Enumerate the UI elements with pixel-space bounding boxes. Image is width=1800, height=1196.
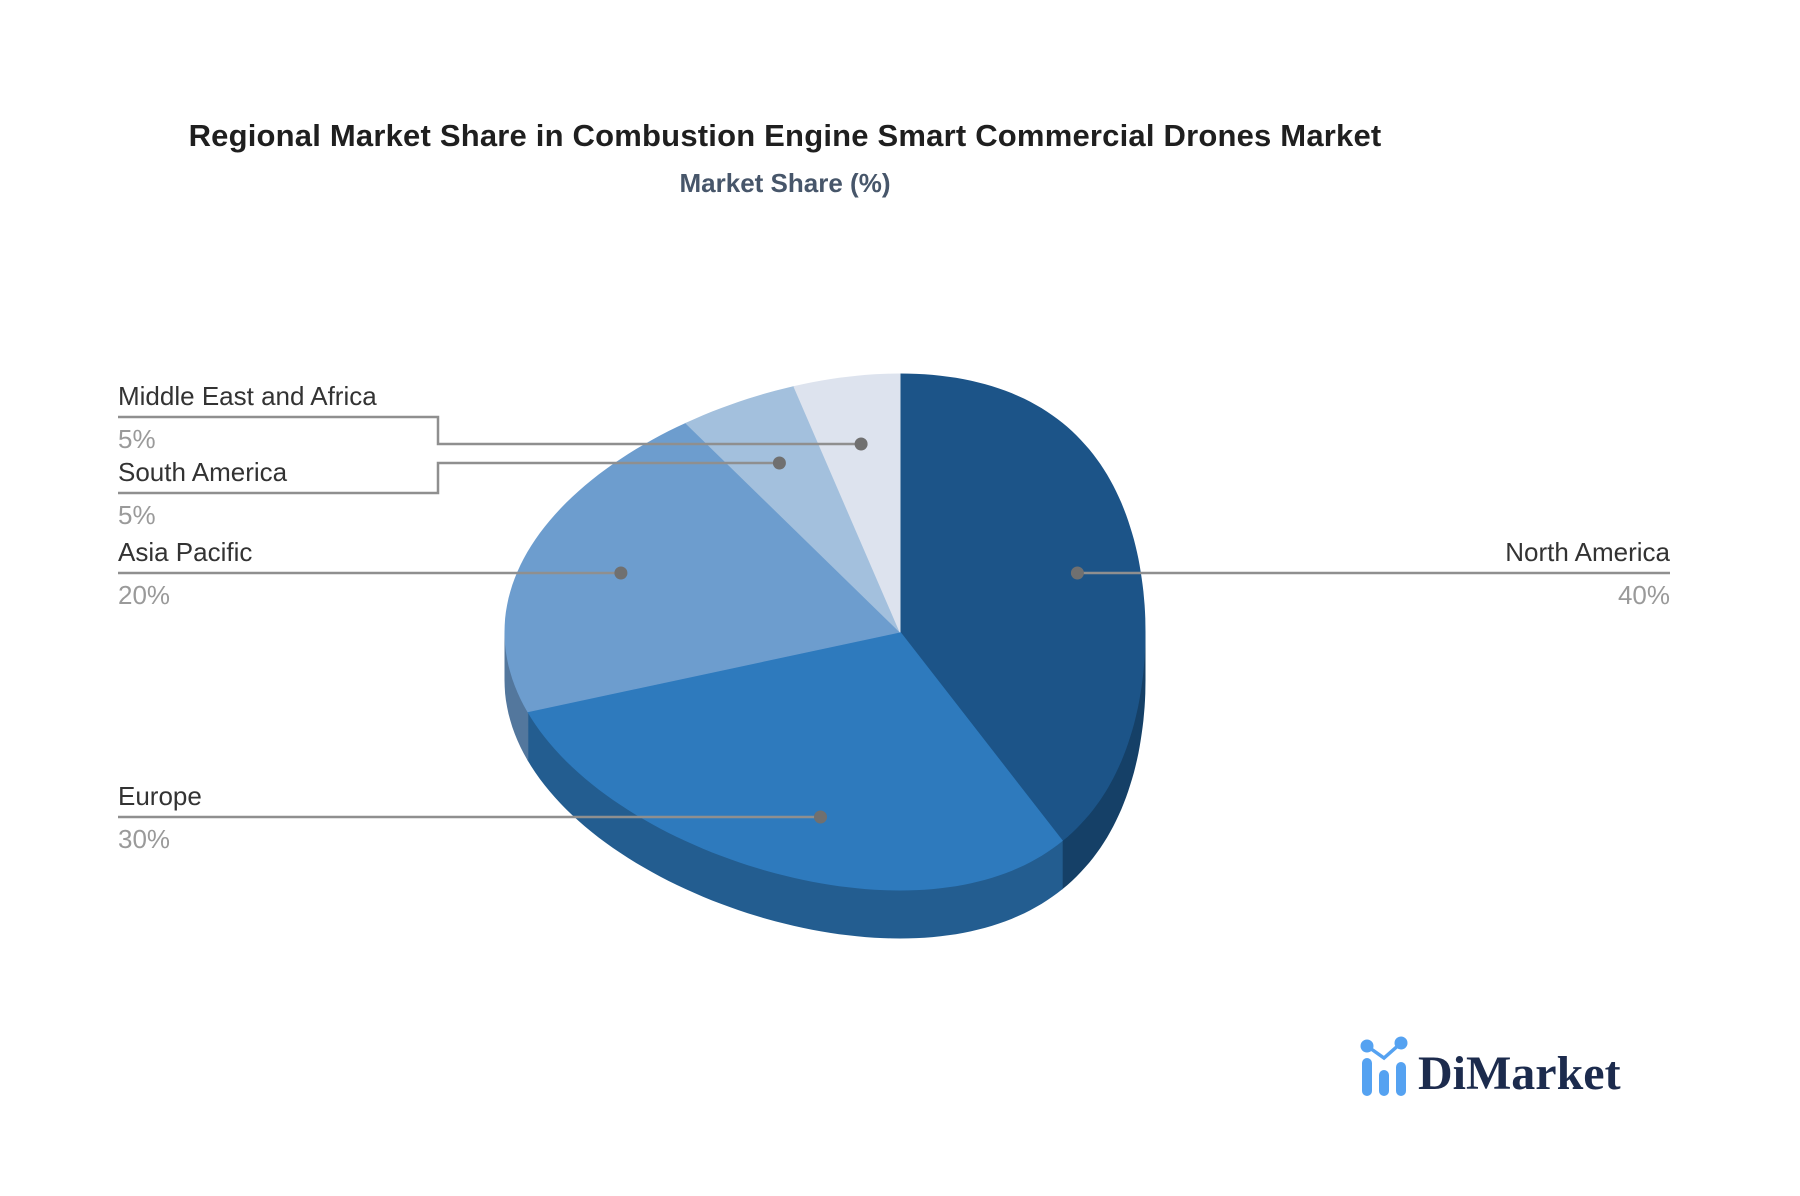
slice-label-north-america: North America — [1505, 537, 1670, 567]
slice-label-south-america: South America — [118, 457, 288, 487]
leader-line-middle-east-and-africa — [118, 415, 862, 446]
leader-line-south-america — [118, 461, 780, 495]
brand-logo-text: DiMarket — [1418, 1047, 1621, 1100]
pie-slice-middle-east-and-africa — [793, 373, 901, 633]
slice-label-europe: Europe — [118, 781, 202, 811]
leader-dot-asia-pacific — [614, 566, 628, 580]
slice-value-south-america: 5% — [118, 500, 156, 530]
leader-dot-middle-east-and-africa — [854, 437, 868, 451]
pie-slice-north-america — [899, 373, 1146, 842]
leader-dot-south-america — [772, 456, 786, 470]
pie-slice-asia-pacific — [504, 422, 902, 713]
slice-label-asia-pacific: Asia Pacific — [118, 537, 253, 567]
slice-value-asia-pacific: 20% — [118, 580, 171, 610]
chart-title: Regional Market Share in Combustion Engi… — [188, 118, 1382, 153]
slice-value-europe: 30% — [118, 824, 171, 854]
pie-slice-europe — [527, 631, 1063, 891]
bar-line-chart-icon — [1360, 1036, 1408, 1096]
pie-slice-south-america — [685, 386, 901, 633]
slice-value-middle-east-and-africa: 5% — [118, 424, 156, 454]
chart-subtitle: Market Share (%) — [679, 168, 891, 198]
leader-dot-europe — [814, 810, 827, 824]
slice-value-north-america: 40% — [1617, 580, 1670, 610]
leader-dot-north-america — [1070, 566, 1084, 580]
slice-label-middle-east-and-africa: Middle East and Africa — [118, 381, 377, 411]
